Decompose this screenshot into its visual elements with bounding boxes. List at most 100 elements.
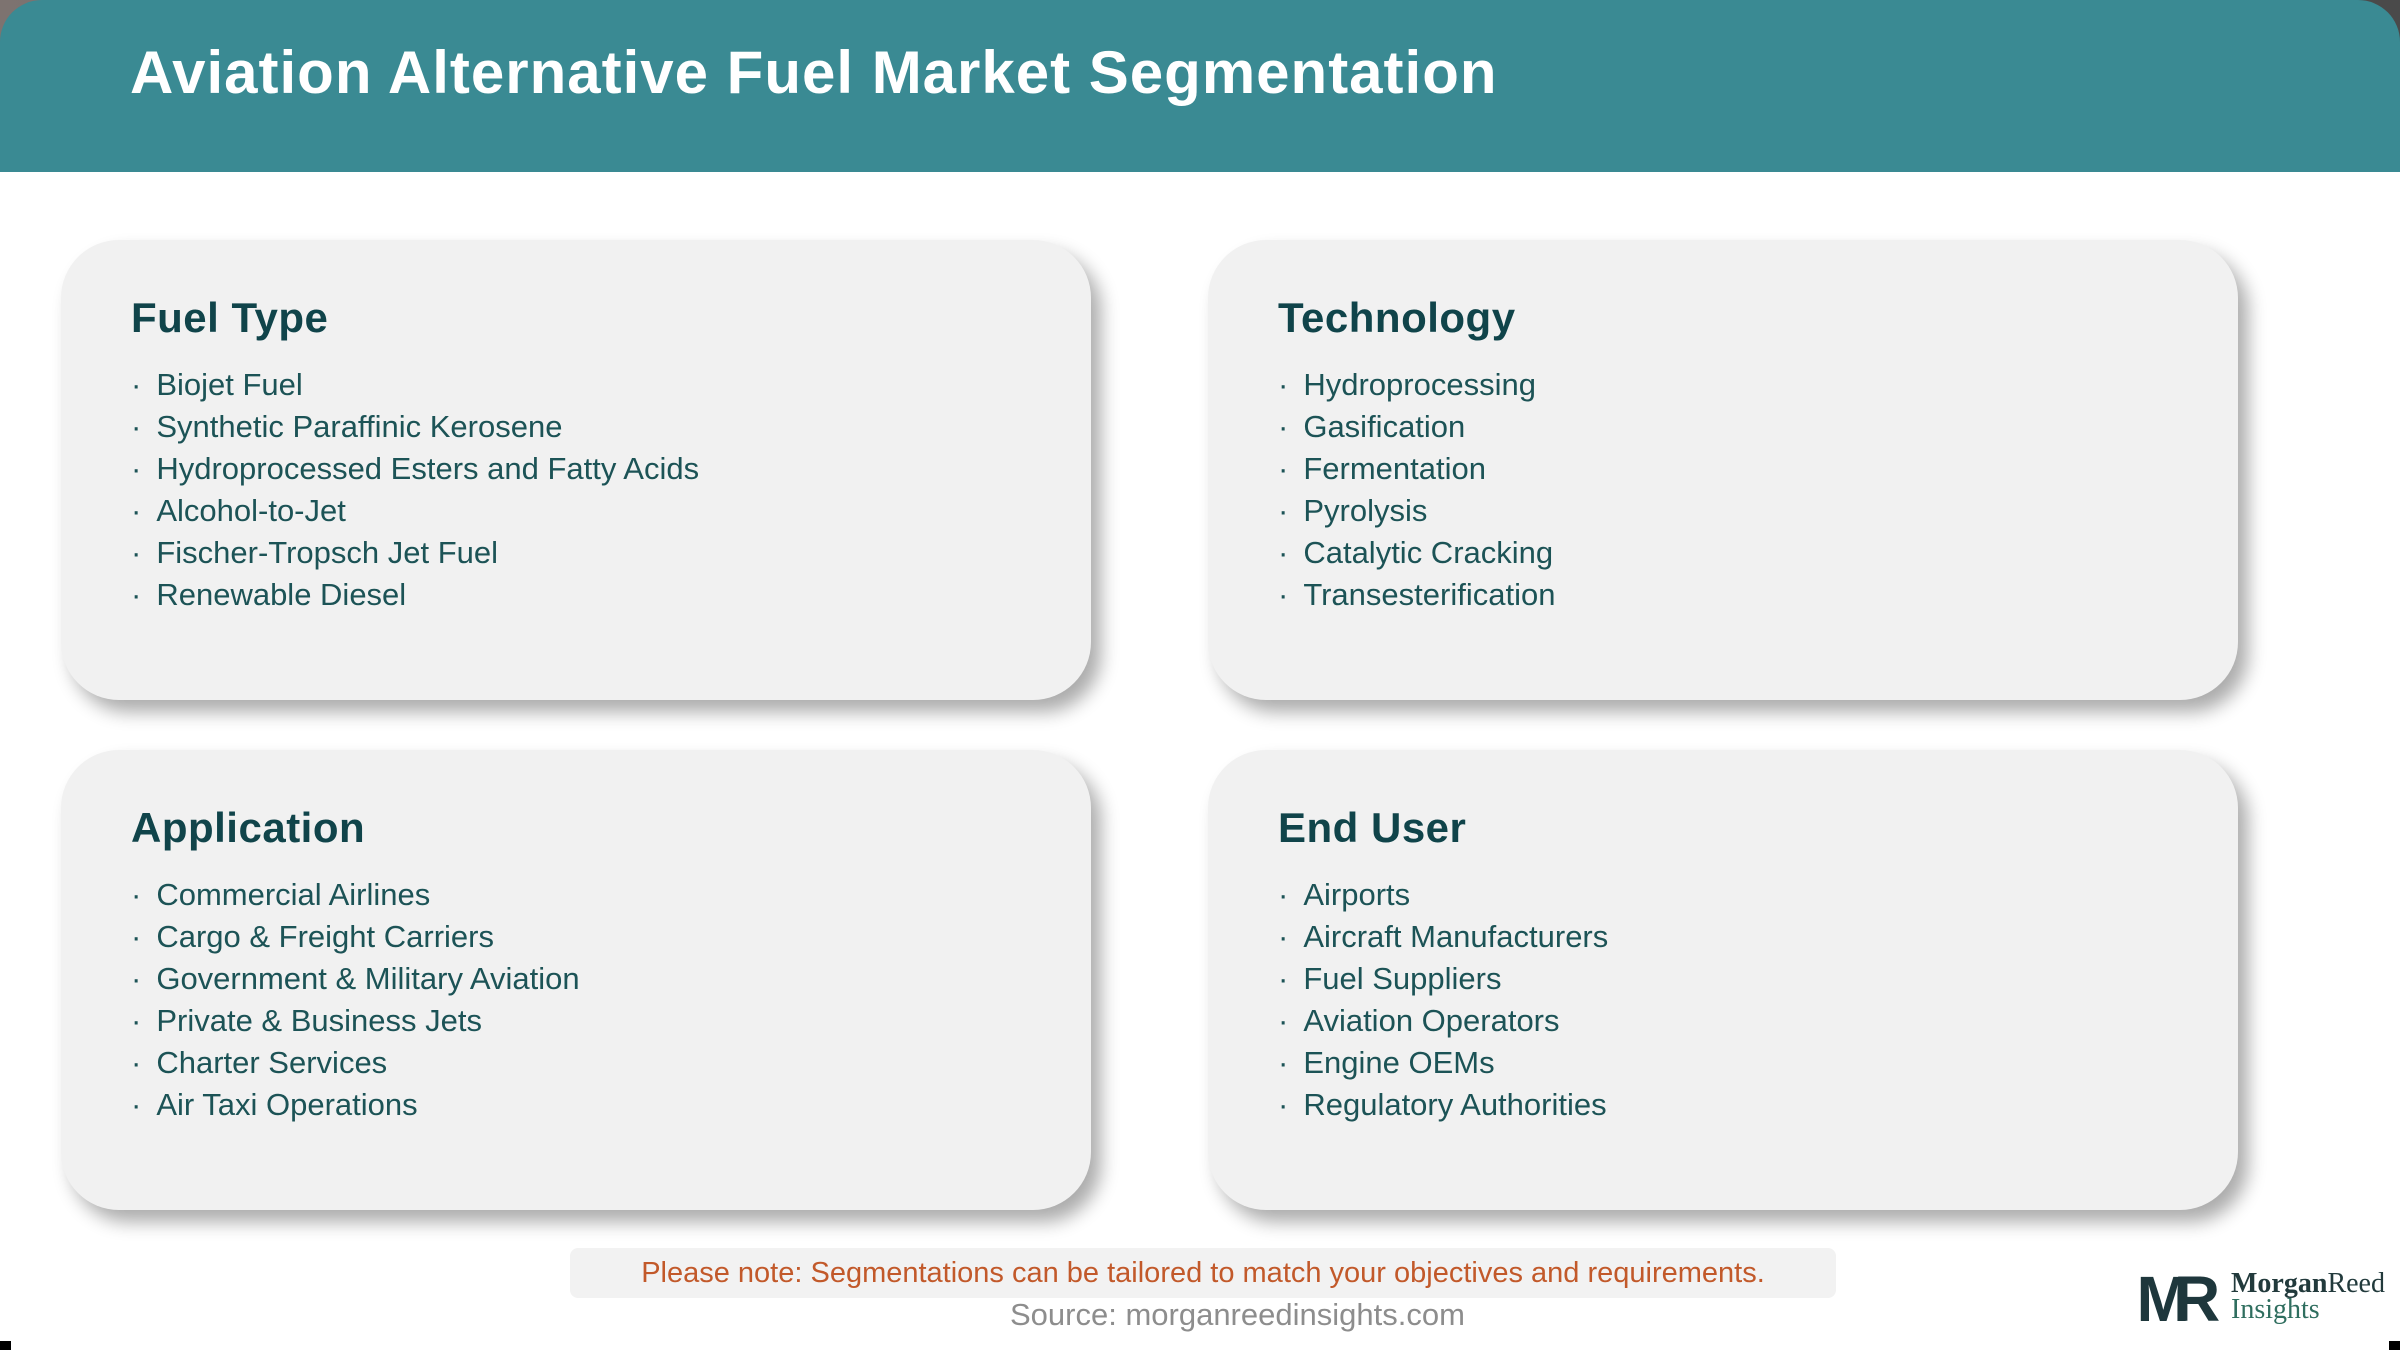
logo-subtitle: Insights bbox=[2231, 1294, 2320, 1325]
list-item-label: Fermentation bbox=[1303, 451, 1486, 486]
card-title: Technology bbox=[1278, 294, 1516, 341]
list-item-label: Transesterification bbox=[1303, 577, 1556, 612]
bullet-icon: · bbox=[1278, 493, 1289, 528]
list-item-label: Fischer-Tropsch Jet Fuel bbox=[156, 535, 498, 570]
list-item-label: Aviation Operators bbox=[1303, 1003, 1560, 1038]
page-title: Aviation Alternative Fuel Market Segment… bbox=[130, 39, 1498, 106]
bullet-icon: · bbox=[1278, 451, 1289, 486]
list-item-label: Gasification bbox=[1303, 409, 1466, 444]
list-item-label: Renewable Diesel bbox=[156, 577, 407, 612]
list-item: · Airports bbox=[1278, 874, 2188, 916]
list-item-label: Engine OEMs bbox=[1303, 1045, 1495, 1080]
segment-list: · Commercial Airlines · Cargo & Freight Ca… bbox=[131, 874, 1041, 1126]
list-item: · Fischer-Tropsch Jet Fuel bbox=[131, 532, 1041, 574]
bullet-icon: · bbox=[1278, 577, 1289, 612]
list-item: · Aircraft Manufacturers bbox=[1278, 916, 2188, 958]
segment-list: · Hydroprocessing · Gasification · Fermenta… bbox=[1278, 364, 2188, 616]
list-item-label: Pyrolysis bbox=[1303, 493, 1428, 528]
list-item: · Catalytic Cracking bbox=[1278, 532, 2188, 574]
list-item: · Pyrolysis bbox=[1278, 490, 2188, 532]
list-item: · Government & Military Aviation bbox=[131, 958, 1041, 1000]
list-item-label: Synthetic Paraffinic Kerosene bbox=[156, 409, 563, 444]
list-item: · Synthetic Paraffinic Kerosene bbox=[131, 406, 1041, 448]
segment-card-application: Application · Commercial Airlines · Cargo … bbox=[61, 750, 1091, 1210]
bullet-icon: · bbox=[1278, 1045, 1289, 1080]
card-title: End User bbox=[1278, 804, 1467, 851]
list-item-label: Airports bbox=[1303, 877, 1411, 912]
bullet-icon: · bbox=[131, 1045, 142, 1080]
list-item-label: Regulatory Authorities bbox=[1303, 1087, 1607, 1122]
list-item-label: Commercial Airlines bbox=[156, 877, 431, 912]
bullet-icon: · bbox=[131, 493, 142, 528]
list-item: · Regulatory Authorities bbox=[1278, 1084, 2188, 1126]
list-item: · Hydroprocessing bbox=[1278, 364, 2188, 406]
bullet-icon: · bbox=[131, 451, 142, 486]
bullet-icon: · bbox=[1278, 961, 1289, 996]
list-item-label: Private & Business Jets bbox=[156, 1003, 482, 1038]
note-text: Please note: Segmentations can be tailor… bbox=[641, 1256, 1765, 1289]
bullet-icon: · bbox=[131, 367, 142, 402]
card-title: Fuel Type bbox=[131, 294, 329, 341]
list-item: · Fermentation bbox=[1278, 448, 2188, 490]
list-item-label: Biojet Fuel bbox=[156, 367, 303, 402]
monogram-m: M bbox=[2140, 1271, 2190, 1325]
card-title: Application bbox=[131, 804, 366, 851]
list-item-label: Hydroprocessed Esters and Fatty Acids bbox=[156, 451, 700, 486]
list-item: · Biojet Fuel bbox=[131, 364, 1041, 406]
list-item: · Fuel Suppliers bbox=[1278, 958, 2188, 1000]
segment-card-fuel-type: Fuel Type · Biojet Fuel · Synthetic Paraff… bbox=[61, 240, 1091, 700]
bullet-icon: · bbox=[1278, 919, 1289, 954]
mr-monogram-icon: M R bbox=[2140, 1271, 2220, 1325]
list-item: · Transesterification bbox=[1278, 574, 2188, 616]
bullet-icon: · bbox=[131, 409, 142, 444]
list-item-label: Catalytic Cracking bbox=[1303, 535, 1554, 570]
source-text: Source: morganreedinsights.com bbox=[1010, 1297, 1465, 1332]
list-item-label: Cargo & Freight Carriers bbox=[156, 919, 494, 954]
list-item: · Renewable Diesel bbox=[131, 574, 1041, 616]
bullet-icon: · bbox=[131, 1087, 142, 1122]
list-item: · Cargo & Freight Carriers bbox=[131, 916, 1041, 958]
bullet-icon: · bbox=[131, 877, 142, 912]
bullet-icon: · bbox=[131, 961, 142, 996]
list-item-label: Charter Services bbox=[156, 1045, 388, 1080]
list-item-label: Aircraft Manufacturers bbox=[1303, 919, 1609, 954]
list-item: · Private & Business Jets bbox=[131, 1000, 1041, 1042]
header-banner: Aviation Alternative Fuel Market Segment… bbox=[0, 0, 2400, 172]
bullet-icon: · bbox=[1278, 367, 1289, 402]
list-item-label: Hydroprocessing bbox=[1303, 367, 1536, 402]
segment-card-technology: Technology · Hydroprocessing · Gasificatio… bbox=[1208, 240, 2238, 700]
bullet-icon: · bbox=[131, 919, 142, 954]
corner-artifact-left bbox=[0, 1341, 11, 1350]
bullet-icon: · bbox=[1278, 1087, 1289, 1122]
logo-name-regular: Reed bbox=[2327, 1268, 2385, 1299]
segment-card-end-user: End User · Airports · Aircraft Manufacture… bbox=[1208, 750, 2238, 1210]
bullet-icon: · bbox=[131, 535, 142, 570]
logo-name-bold: Morgan bbox=[2231, 1268, 2328, 1299]
list-item: · Commercial Airlines bbox=[131, 874, 1041, 916]
bullet-icon: · bbox=[1278, 535, 1289, 570]
bullet-icon: · bbox=[131, 1003, 142, 1038]
logo-name: MorganReed bbox=[2231, 1268, 2385, 1299]
list-item: · Hydroprocessed Esters and Fatty Acids bbox=[131, 448, 1041, 490]
bullet-icon: · bbox=[1278, 1003, 1289, 1038]
bullet-icon: · bbox=[1278, 409, 1289, 444]
monogram-r: R bbox=[2174, 1271, 2220, 1325]
list-item: · Air Taxi Operations bbox=[131, 1084, 1041, 1126]
corner-artifact-right bbox=[2389, 1341, 2400, 1350]
bullet-icon: · bbox=[1278, 877, 1289, 912]
note-bar: Please note: Segmentations can be tailor… bbox=[570, 1248, 1836, 1298]
list-item-label: Alcohol-to-Jet bbox=[156, 493, 346, 528]
morganreed-logo: M R MorganReed Insights bbox=[2140, 1268, 2385, 1326]
segment-list: · Biojet Fuel · Synthetic Paraffinic Keros… bbox=[131, 364, 1041, 616]
list-item: · Aviation Operators bbox=[1278, 1000, 2188, 1042]
list-item: · Gasification bbox=[1278, 406, 2188, 448]
list-item-label: Air Taxi Operations bbox=[156, 1087, 418, 1122]
list-item: · Charter Services bbox=[131, 1042, 1041, 1084]
list-item-label: Fuel Suppliers bbox=[1303, 961, 1502, 996]
list-item-label: Government & Military Aviation bbox=[156, 961, 580, 996]
list-item: · Alcohol-to-Jet bbox=[131, 490, 1041, 532]
segment-list: · Airports · Aircraft Manufacturers · Fuel … bbox=[1278, 874, 2188, 1126]
list-item: · Engine OEMs bbox=[1278, 1042, 2188, 1084]
logo-text: MorganReed Insights bbox=[2231, 1268, 2385, 1325]
bullet-icon: · bbox=[131, 577, 142, 612]
